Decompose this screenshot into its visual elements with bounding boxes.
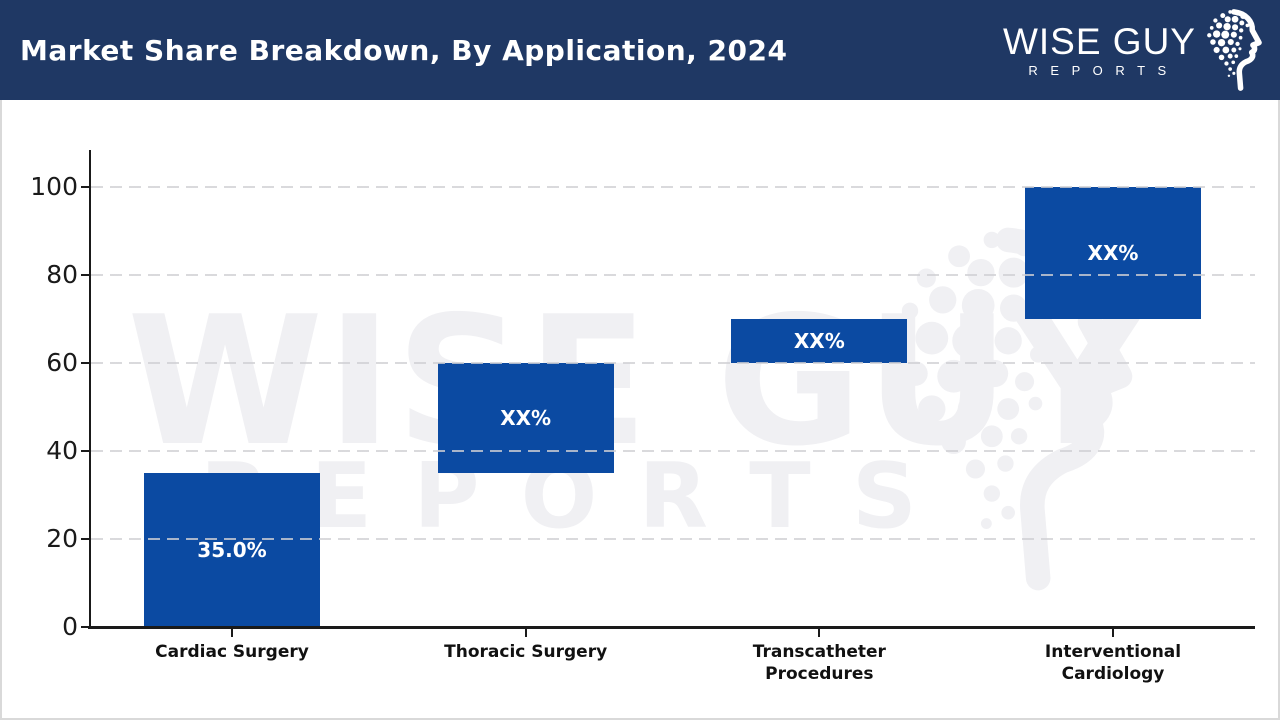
y-tick-label: 100	[30, 172, 78, 201]
y-tick-mark	[81, 626, 89, 628]
chart-canvas: WISE GUY R E P O R T S 35.0% Cardiac Surg…	[0, 100, 1280, 720]
x-tick-label: Thoracic Surgery	[444, 642, 608, 662]
bar-1: 35.0%	[144, 473, 320, 627]
bar-4: XX%	[1025, 187, 1201, 319]
x-tick-mark	[524, 629, 527, 637]
y-tick-label: 0	[62, 612, 78, 641]
watermark-text: WISE GUY	[127, 278, 1145, 485]
app-header: Market Share Breakdown, By Application, …	[0, 0, 1280, 100]
y-tick-mark	[81, 186, 89, 188]
brand-logo: WISE GUY R E P O R T S	[1003, 4, 1266, 96]
x-tick-label: Cardiac Surgery	[155, 642, 309, 662]
wiseguy-head-icon	[1198, 7, 1266, 93]
x-tick-label: Interventional Cardiology	[1044, 642, 1182, 684]
x-tick-mark	[818, 629, 821, 637]
y-tick-mark	[81, 450, 89, 452]
bar-value-label: XX%	[500, 406, 552, 430]
grid-line	[91, 186, 1255, 188]
y-axis-line	[89, 150, 91, 629]
x-axis-line	[88, 626, 1255, 629]
y-tick-label: 60	[46, 348, 78, 377]
page-title: Market Share Breakdown, By Application, …	[20, 33, 788, 67]
bar-3: XX%	[731, 319, 908, 363]
bar-chart: 35.0% Cardiac Surgery XX% Thoracic Surgery X…	[2, 100, 1278, 718]
brand-subtitle: R E P O R T S	[1028, 62, 1171, 78]
bar-2: XX%	[437, 363, 614, 473]
y-tick-mark	[81, 274, 89, 276]
grid-line	[91, 450, 1255, 452]
bar-value-label: 35.0%	[197, 538, 267, 562]
grid-line	[91, 362, 1255, 364]
brand-name: WISE GUY	[1002, 20, 1196, 62]
y-tick-label: 20	[46, 524, 78, 553]
x-tick-mark	[231, 629, 233, 637]
bar-value-label: XX%	[1087, 241, 1139, 265]
y-tick-mark	[81, 538, 89, 540]
y-tick-label: 80	[46, 260, 78, 289]
x-tick-label: Transcatheter Procedures	[752, 642, 886, 684]
bar-value-label: XX%	[793, 329, 845, 353]
x-tick-mark	[1112, 629, 1114, 637]
y-tick-mark	[81, 362, 89, 364]
y-tick-label: 40	[46, 436, 78, 465]
grid-line	[91, 538, 1255, 540]
brand-wordmark: WISE GUY R E P O R T S	[1002, 20, 1196, 78]
grid-line	[91, 274, 1255, 276]
